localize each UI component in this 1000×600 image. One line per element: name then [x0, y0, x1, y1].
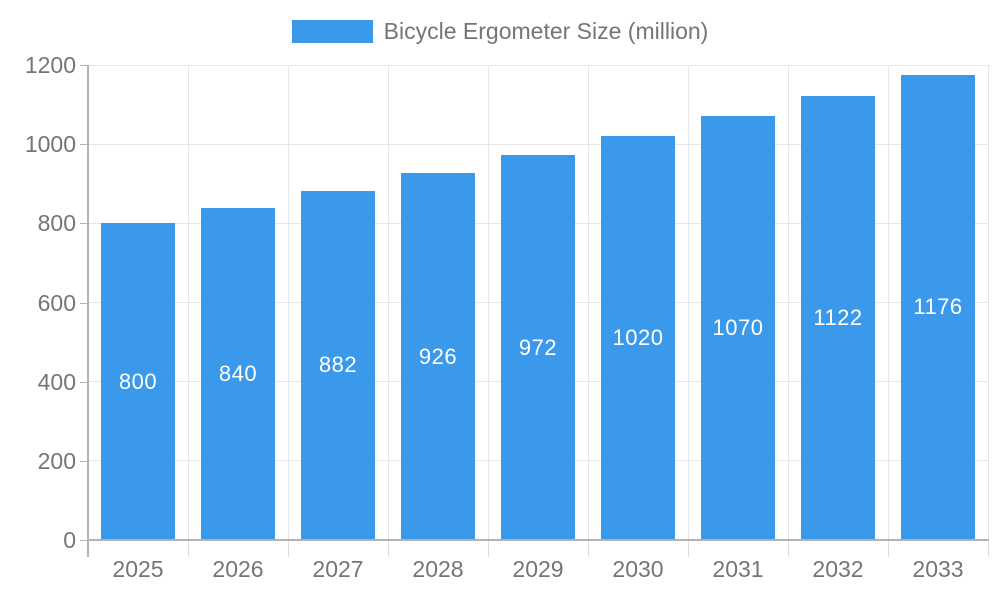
v-gridline [587, 65, 589, 540]
v-gridline [387, 65, 389, 540]
x-tick [988, 540, 989, 557]
v-gridline [487, 65, 489, 540]
bar-2027[interactable]: 882 [301, 190, 375, 540]
bar-value-label: 1020 [612, 325, 664, 351]
y-tick [80, 223, 88, 225]
y-tick [80, 460, 88, 462]
bar-2032[interactable]: 1122 [801, 95, 875, 540]
bar-2028[interactable]: 926 [401, 173, 475, 540]
x-tick [588, 540, 589, 557]
bar-2029[interactable]: 972 [501, 155, 575, 540]
bar-value-label: 882 [318, 352, 358, 378]
h-gridline [88, 64, 988, 66]
x-tick [688, 540, 689, 557]
y-tick-label: 400 [37, 368, 76, 395]
legend-label: Bicycle Ergometer Size (million) [383, 18, 709, 44]
h-gridline [88, 143, 988, 145]
x-tick-label: 2029 [512, 556, 564, 582]
y-tick [80, 381, 88, 383]
bar-2033[interactable]: 1176 [901, 74, 975, 540]
bar-2026[interactable]: 840 [201, 207, 275, 540]
v-gridline [787, 65, 789, 540]
bar-2031[interactable]: 1070 [701, 116, 775, 540]
v-gridline [987, 65, 989, 540]
x-tick-label: 2027 [312, 556, 364, 582]
x-tick-label: 2026 [212, 556, 264, 582]
legend: Bicycle Ergometer Size (million) [0, 17, 1000, 45]
x-tick [888, 540, 889, 557]
bar-2025[interactable]: 800 [101, 223, 175, 540]
x-tick [388, 540, 389, 557]
bar-value-label: 1070 [712, 315, 764, 341]
y-tick-label: 0 [63, 527, 76, 553]
v-gridline [887, 65, 889, 540]
x-tick [188, 540, 189, 557]
y-tick-label: 1000 [24, 131, 76, 158]
bar-value-label: 972 [518, 334, 558, 360]
x-tick-label: 2030 [612, 556, 664, 582]
x-tick-label: 2025 [112, 556, 164, 582]
legend-item[interactable]: Bicycle Ergometer Size (million) [291, 17, 709, 45]
x-tick-label: 2033 [912, 556, 964, 582]
v-gridline [287, 65, 289, 540]
bar-value-label: 1176 [913, 294, 963, 320]
v-gridline [187, 65, 189, 540]
bar-value-label: 1122 [813, 304, 863, 330]
v-gridline [687, 65, 689, 540]
x-tick-label: 2032 [812, 556, 864, 582]
bar-value-label: 840 [218, 360, 258, 386]
bar-value-label: 800 [118, 368, 158, 394]
x-tick-label: 2031 [712, 556, 764, 582]
y-tick [80, 144, 88, 146]
legend-swatch [291, 19, 373, 43]
x-tick-label: 2028 [412, 556, 464, 582]
x-tick [488, 540, 489, 557]
y-tick [80, 65, 88, 66]
bar-2030[interactable]: 1020 [601, 136, 675, 540]
x-tick [288, 540, 289, 557]
y-tick-label: 800 [37, 210, 76, 237]
y-tick-label: 600 [37, 289, 76, 316]
y-axis-line [87, 65, 89, 557]
x-axis-line [88, 539, 989, 541]
y-tick [80, 540, 88, 541]
plot-area: 800 840 882 926 972 1020 1070 1122 1176 [88, 64, 989, 540]
bar-value-label: 926 [418, 343, 458, 369]
y-tick-label: 1200 [24, 52, 76, 78]
y-tick [80, 302, 88, 304]
x-tick [788, 540, 789, 557]
y-tick-label: 200 [37, 447, 76, 474]
